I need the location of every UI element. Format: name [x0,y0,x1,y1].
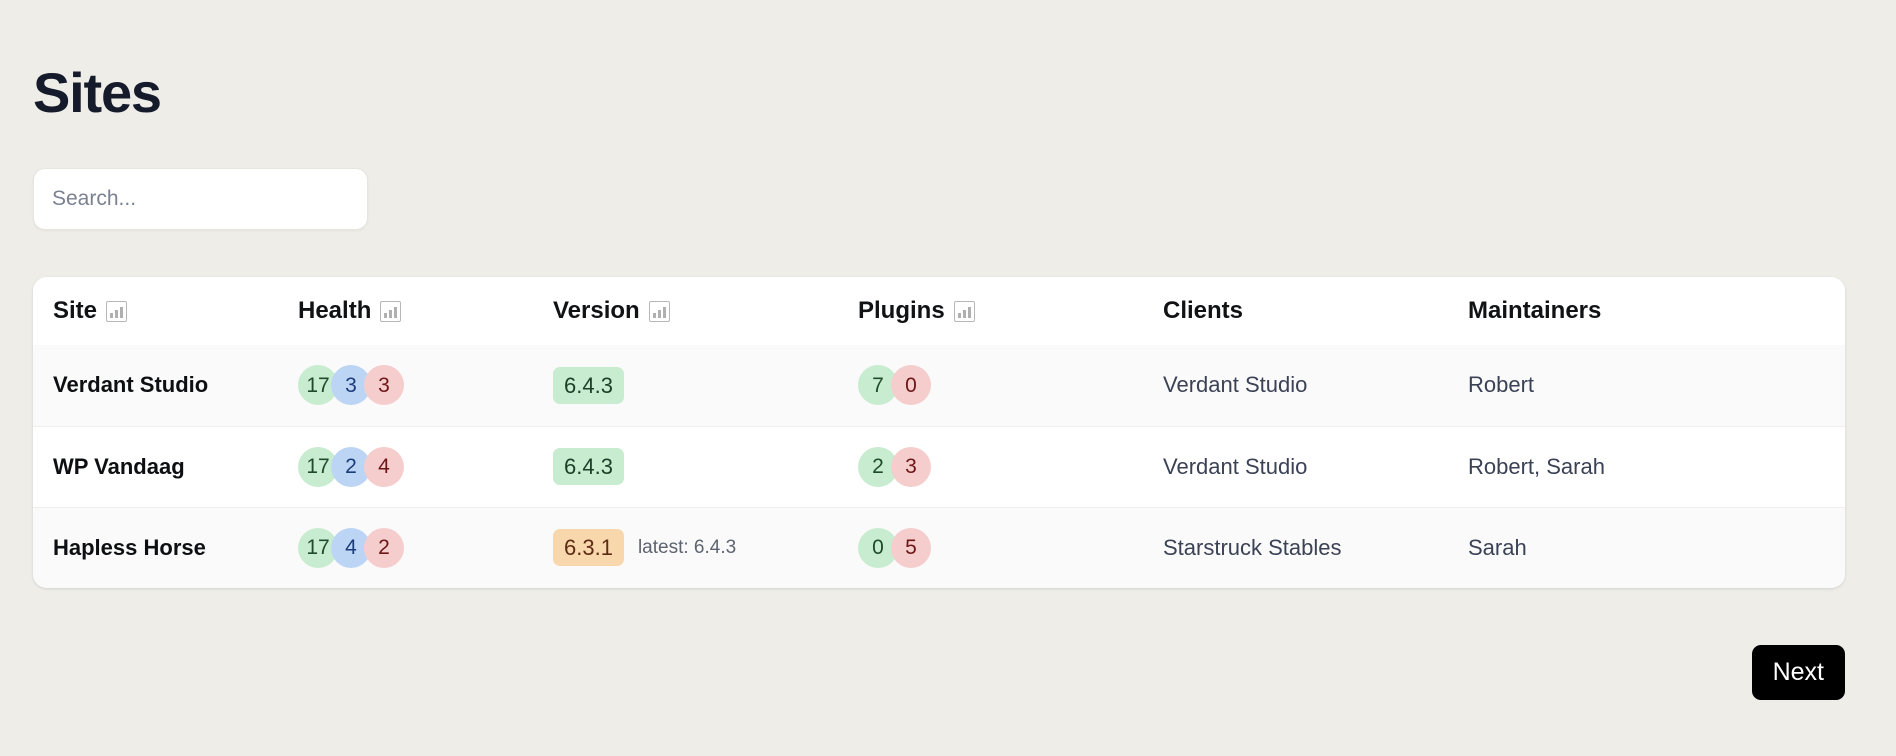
column-header-version[interactable]: Version [553,277,858,345]
column-label-site: Site [53,297,98,324]
next-page-button[interactable]: Next [1751,645,1845,700]
cell-plugins: 7 0 [858,345,1163,426]
cell-maintainers: Robert, Sarah [1468,425,1845,507]
health-pill-group: 17 3 3 [298,365,404,406]
client-name: Verdant Studio [1163,453,1308,479]
plugins-count-outdated: 0 [891,365,931,406]
maintainer-names: Robert [1468,372,1535,398]
cell-health: 17 3 3 [298,345,553,426]
maintainer-names: Sarah [1468,534,1527,560]
maintainer-names: Robert, Sarah [1468,453,1605,479]
cell-version: 6.4.3 [553,345,858,426]
sites-table-card: Site Health [33,277,1845,588]
page-title: Sites [33,60,162,124]
client-name: Verdant Studio [1163,372,1308,398]
site-name: Hapless Horse [53,534,206,560]
cell-site: Verdant Studio [33,345,298,426]
site-name: Verdant Studio [53,372,209,398]
table-row[interactable]: Hapless Horse 17 4 2 6.3.1 latest: 6.4.3 [33,506,1845,588]
health-count-problem: 2 [364,527,404,568]
sites-table: Site Health [33,277,1845,588]
table-row[interactable]: WP Vandaag 17 2 4 6.4.3 [33,425,1845,507]
cell-version: 6.3.1 latest: 6.4.3 [553,506,858,588]
health-count-problem: 3 [364,365,404,406]
column-label-version: Version [553,297,640,324]
column-label-health: Health [298,297,372,324]
column-header-health[interactable]: Health [298,277,553,345]
table-row[interactable]: Verdant Studio 17 3 3 6.4.3 [33,345,1845,426]
table-body: Verdant Studio 17 3 3 6.4.3 [33,345,1845,588]
version-latest-note: latest: 6.4.3 [637,536,737,558]
cell-maintainers: Sarah [1468,506,1845,588]
cell-clients: Verdant Studio [1163,425,1468,507]
column-label-plugins: Plugins [858,297,945,324]
column-label-clients: Clients [1163,297,1244,324]
plugins-pill-group: 2 3 [858,446,931,487]
plugins-pill-group: 7 0 [858,365,931,406]
version-badge: 6.3.1 [553,529,624,567]
column-header-maintainers: Maintainers [1468,277,1845,345]
site-name: WP Vandaag [53,453,185,479]
table-header: Site Health [33,277,1845,345]
cell-plugins: 0 5 [858,506,1163,588]
client-name: Starstruck Stables [1163,534,1342,560]
plugins-count-outdated: 5 [891,527,931,568]
plugins-count-outdated: 3 [891,446,931,487]
bar-chart-sort-icon[interactable] [648,300,670,322]
search-input[interactable] [33,168,368,230]
cell-site: Hapless Horse [33,506,298,588]
cell-health: 17 2 4 [298,425,553,507]
column-label-maintainers: Maintainers [1468,297,1602,324]
search-field-wrapper [33,168,368,230]
cell-clients: Verdant Studio [1163,345,1468,426]
column-header-plugins[interactable]: Plugins [858,277,1163,345]
header-row: Site Health [33,277,1845,345]
plugins-pill-group: 0 5 [858,527,931,568]
health-pill-group: 17 4 2 [298,527,404,568]
cell-health: 17 4 2 [298,506,553,588]
bar-chart-sort-icon[interactable] [380,300,402,322]
cell-version: 6.4.3 [553,425,858,507]
bar-chart-sort-icon[interactable] [106,300,128,322]
cell-maintainers: Robert [1468,345,1845,426]
health-count-problem: 4 [364,446,404,487]
bar-chart-sort-icon[interactable] [953,300,975,322]
cell-plugins: 2 3 [858,425,1163,507]
health-pill-group: 17 2 4 [298,446,404,487]
column-header-site[interactable]: Site [33,277,298,345]
version-badge: 6.4.3 [553,366,624,404]
cell-site: WP Vandaag [33,425,298,507]
cell-clients: Starstruck Stables [1163,506,1468,588]
version-badge: 6.4.3 [553,447,624,486]
column-header-clients: Clients [1163,277,1468,345]
